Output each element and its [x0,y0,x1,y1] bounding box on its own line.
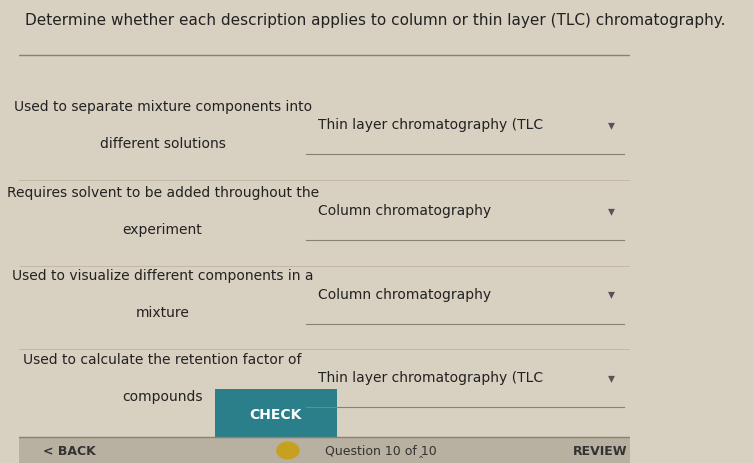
Text: Column chromatography: Column chromatography [319,287,492,301]
Text: Thin layer chromatography (TLC: Thin layer chromatography (TLC [319,118,544,132]
FancyBboxPatch shape [19,438,630,463]
Text: experiment: experiment [123,222,203,236]
Text: Column chromatography: Column chromatography [319,204,492,218]
Text: CHECK: CHECK [249,407,302,421]
Text: Question 10 of 10: Question 10 of 10 [325,444,436,457]
Text: Used to calculate the retention factor of: Used to calculate the retention factor o… [23,352,302,366]
Text: ▾: ▾ [608,118,615,132]
Text: Used to visualize different components in a: Used to visualize different components i… [12,269,313,282]
Text: REVIEW: REVIEW [572,444,627,457]
Text: Used to separate mixture components into: Used to separate mixture components into [14,100,312,113]
Text: ▾: ▾ [608,287,615,301]
Text: ‸: ‸ [419,444,424,457]
Text: compounds: compounds [122,389,203,403]
Text: Requires solvent to be added throughout the: Requires solvent to be added throughout … [7,185,319,199]
Text: ▾: ▾ [608,204,615,218]
Circle shape [277,442,299,459]
FancyBboxPatch shape [215,389,337,440]
Text: ▾: ▾ [608,370,615,384]
Text: Determine whether each description applies to column or thin layer (TLC) chromat: Determine whether each description appli… [25,13,726,28]
Text: Thin layer chromatography (TLC: Thin layer chromatography (TLC [319,370,544,384]
Text: different solutions: different solutions [99,137,225,150]
Text: mixture: mixture [136,306,190,319]
Text: < BACK: < BACK [44,444,96,457]
